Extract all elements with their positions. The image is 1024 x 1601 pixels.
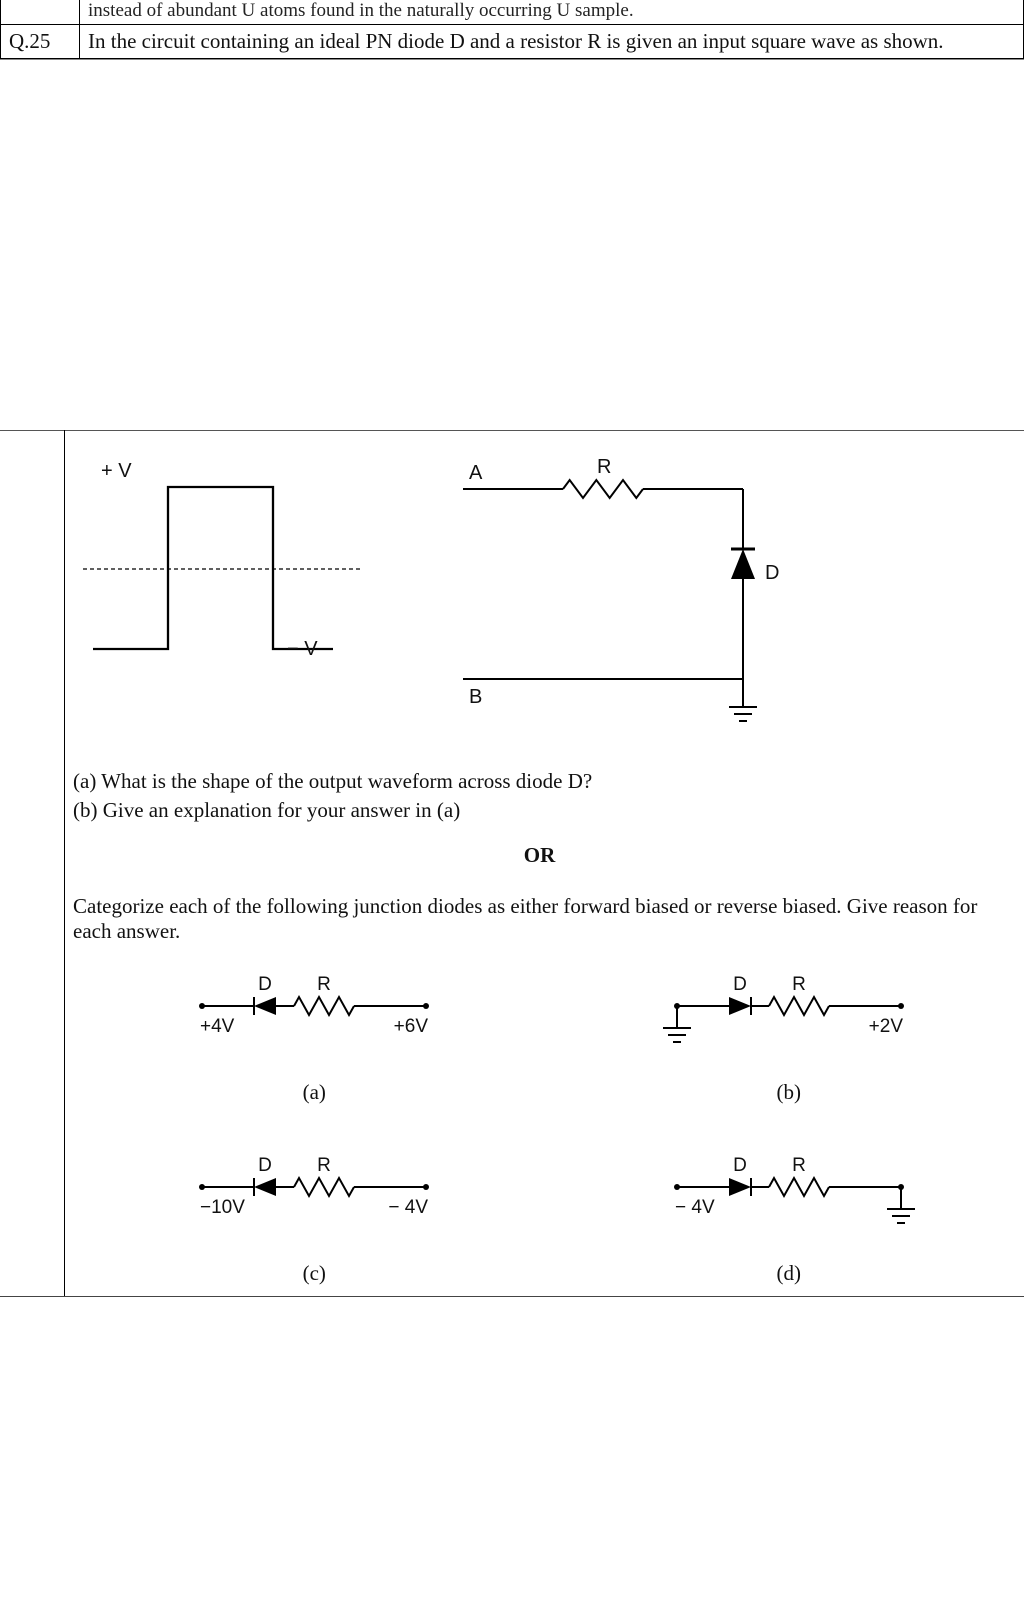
rd-circuit: A R D B: [443, 449, 803, 749]
svg-text:R: R: [317, 974, 331, 995]
svg-text:B: B: [469, 686, 482, 708]
svg-text:D: D: [733, 1155, 747, 1176]
option-a: +4V +6V D R (a): [97, 966, 532, 1105]
svg-text:+4V: +4V: [200, 1016, 235, 1037]
svg-text:+ V: + V: [101, 460, 132, 482]
svg-text:D: D: [258, 974, 272, 995]
or-divider: OR: [73, 843, 1006, 868]
question-text: In the circuit containing an ideal PN di…: [80, 25, 1024, 59]
option-c-label: (c): [97, 1261, 532, 1286]
svg-text:D: D: [733, 974, 747, 995]
option-b-label: (b): [572, 1080, 1007, 1105]
input-waveform: + V − V: [73, 449, 373, 679]
option-d-label: (d): [572, 1261, 1007, 1286]
option-d-circuit: − 4V D R: [659, 1147, 919, 1237]
option-b-circuit: +2V D R: [659, 966, 919, 1056]
svg-text:A: A: [469, 462, 483, 484]
option-c-circuit: −10V − 4V D R: [184, 1147, 444, 1237]
prev-question-fragment: instead of abundant U atoms found in the…: [80, 0, 1024, 25]
question-table: instead of abundant U atoms found in the…: [0, 0, 1024, 59]
part-a: (a) What is the shape of the output wave…: [73, 769, 1006, 794]
svg-text:D: D: [765, 562, 779, 584]
blank-space: [0, 59, 1024, 430]
svg-text:D: D: [258, 1155, 272, 1176]
option-a-label: (a): [97, 1080, 532, 1105]
question-number: Q.25: [1, 25, 80, 59]
content-left-gutter: [0, 431, 65, 1297]
option-c: −10V − 4V D R (c): [97, 1147, 532, 1286]
svg-text:+6V: +6V: [394, 1016, 429, 1037]
svg-text:R: R: [792, 974, 806, 995]
svg-text:−10V: −10V: [200, 1197, 245, 1218]
option-a-circuit: +4V +6V D R: [184, 966, 444, 1056]
content-row: + V − V A R D B (a) What is the shape of the…: [0, 430, 1024, 1296]
svg-text:− V: − V: [287, 638, 318, 660]
svg-text:− 4V: − 4V: [389, 1197, 429, 1218]
svg-text:− 4V: − 4V: [675, 1197, 715, 1218]
part-b: (b) Give an explanation for your answer …: [73, 798, 1006, 823]
svg-text:+2V: +2V: [868, 1016, 903, 1037]
svg-text:R: R: [317, 1155, 331, 1176]
bottom-rule: [0, 1296, 1024, 1297]
prev-qno-cell: [1, 0, 80, 25]
option-d: − 4V D R (d): [572, 1147, 1007, 1286]
svg-text:R: R: [792, 1155, 806, 1176]
categorize-text: Categorize each of the following junctio…: [73, 894, 1006, 944]
svg-text:R: R: [597, 456, 611, 478]
option-b: +2V D R (b): [572, 966, 1007, 1105]
